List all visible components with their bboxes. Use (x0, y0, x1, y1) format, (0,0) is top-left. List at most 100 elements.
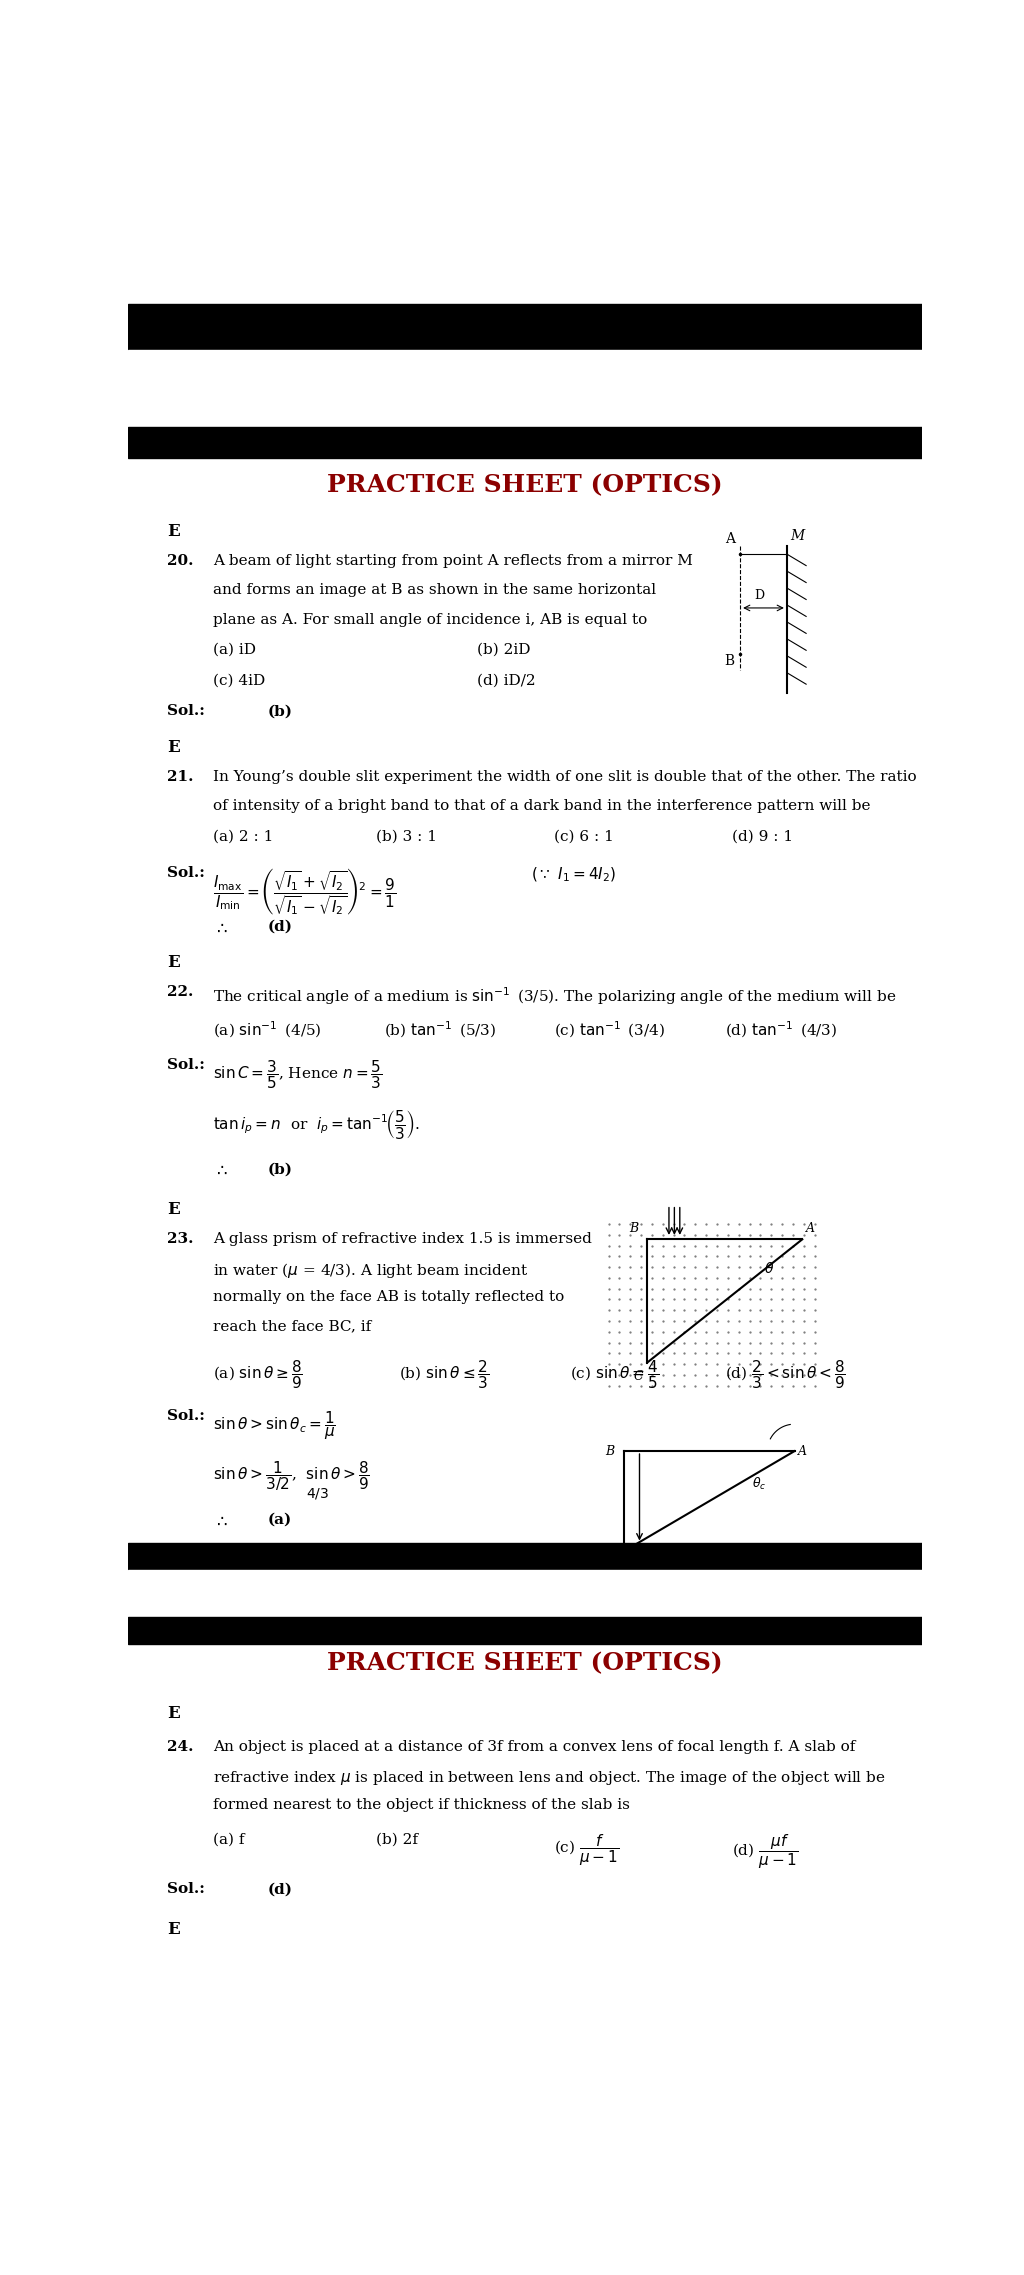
Point (730, 1367, 746, 1404)
Point (730, 1260, 746, 1297)
Point (774, 1281, 791, 1317)
Point (622, 1260, 638, 1297)
Point (741, 1292, 758, 1329)
Point (654, 1335, 671, 1372)
Text: M: M (791, 528, 805, 541)
Point (654, 1249, 671, 1285)
Point (784, 1226, 801, 1263)
Point (709, 1281, 725, 1317)
Point (687, 1304, 703, 1340)
Point (709, 1238, 725, 1274)
Text: A: A (806, 1222, 815, 1235)
Point (796, 1249, 812, 1285)
Point (687, 1281, 703, 1317)
Point (622, 1347, 638, 1383)
Point (720, 1304, 736, 1340)
Point (654, 1324, 671, 1360)
Point (709, 1335, 725, 1372)
Point (763, 1304, 779, 1340)
Point (763, 1206, 779, 1242)
Point (666, 1335, 682, 1372)
Point (730, 1238, 746, 1274)
Point (611, 1313, 628, 1349)
Text: Sol.:: Sol.: (167, 1881, 205, 1897)
Bar (128, 428, 922, 457)
Point (622, 1281, 638, 1317)
Point (644, 1324, 660, 1360)
Point (600, 1226, 616, 1263)
Point (741, 1238, 758, 1274)
Point (774, 1226, 791, 1263)
Point (666, 1217, 682, 1254)
Point (698, 1217, 715, 1254)
Point (666, 1238, 682, 1274)
Text: (d) 9 : 1: (d) 9 : 1 (732, 830, 794, 844)
Point (676, 1217, 692, 1254)
Point (720, 1269, 736, 1306)
Point (753, 1281, 769, 1317)
Point (753, 1206, 769, 1242)
Text: (a) 2 : 1: (a) 2 : 1 (213, 830, 273, 844)
Point (698, 1226, 715, 1263)
Point (730, 1269, 746, 1306)
Text: and forms an image at B as shown in the same horizontal: and forms an image at B as shown in the … (213, 582, 656, 598)
Point (774, 1269, 791, 1306)
Point (774, 1206, 791, 1242)
Point (666, 1347, 682, 1383)
Point (741, 1281, 758, 1317)
Point (709, 1304, 725, 1340)
Point (611, 1269, 628, 1306)
Point (600, 1335, 616, 1372)
Point (730, 1304, 746, 1340)
Point (741, 1249, 758, 1285)
Point (720, 1292, 736, 1329)
Point (654, 1269, 671, 1306)
Point (698, 1335, 715, 1372)
Point (784, 1260, 801, 1297)
Point (622, 1335, 638, 1372)
Point (807, 1226, 823, 1263)
Point (633, 1335, 649, 1372)
Text: (b) 2iD: (b) 2iD (477, 642, 530, 657)
Text: (d) $\tan^{-1}$ (4/3): (d) $\tan^{-1}$ (4/3) (725, 1019, 838, 1040)
Point (654, 1238, 671, 1274)
Point (611, 1347, 628, 1383)
Point (774, 1367, 791, 1404)
Point (796, 1304, 812, 1340)
Point (622, 1226, 638, 1263)
Point (720, 1347, 736, 1383)
Text: reach the face BC, if: reach the face BC, if (213, 1320, 372, 1333)
Point (633, 1217, 649, 1254)
Point (784, 1313, 801, 1349)
Point (633, 1269, 649, 1306)
Point (730, 1217, 746, 1254)
Point (644, 1304, 660, 1340)
Point (654, 1313, 671, 1349)
Point (687, 1217, 703, 1254)
Point (796, 1356, 812, 1392)
Point (676, 1335, 692, 1372)
Point (720, 1217, 736, 1254)
Point (687, 1249, 703, 1285)
Point (611, 1249, 628, 1285)
Text: $\therefore$: $\therefore$ (213, 1163, 228, 1178)
Point (753, 1367, 769, 1404)
Text: C: C (634, 1370, 643, 1383)
Point (720, 1313, 736, 1349)
Text: 24.: 24. (167, 1740, 194, 1754)
Point (666, 1260, 682, 1297)
Point (600, 1367, 616, 1404)
Text: (b) $\sin\theta \leq \dfrac{2}{3}$: (b) $\sin\theta \leq \dfrac{2}{3}$ (399, 1358, 489, 1392)
Point (633, 1226, 649, 1263)
Point (600, 1217, 616, 1254)
Text: Sol.:: Sol.: (167, 1058, 205, 1072)
Point (622, 1238, 638, 1274)
Point (622, 1313, 638, 1349)
Point (622, 1217, 638, 1254)
Point (709, 1226, 725, 1263)
Point (709, 1367, 725, 1404)
Point (600, 1249, 616, 1285)
Point (676, 1226, 692, 1263)
Point (687, 1356, 703, 1392)
Point (796, 1260, 812, 1297)
